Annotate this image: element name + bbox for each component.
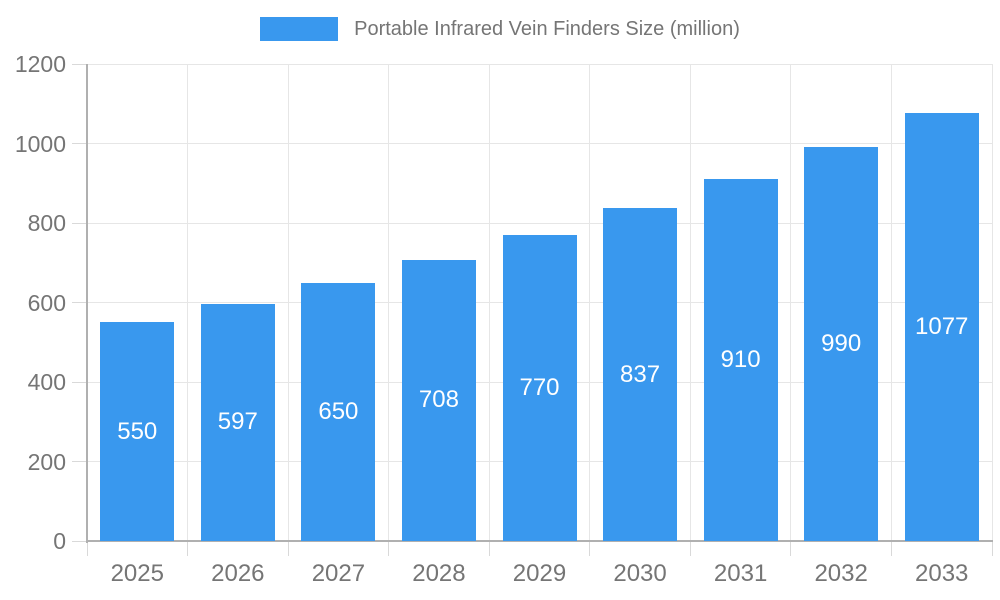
bar[interactable]: 550 — [100, 322, 175, 541]
x-axis-line — [86, 540, 993, 542]
y-axis-label: 600 — [27, 289, 66, 316]
x-gridline — [488, 64, 490, 541]
bar-value-label: 910 — [720, 346, 761, 374]
x-gridline — [790, 64, 792, 541]
x-axis-tick — [388, 542, 390, 556]
x-gridline — [890, 64, 892, 541]
bar-value-label: 990 — [821, 330, 862, 358]
x-axis-tick — [287, 542, 289, 556]
bar[interactable]: 597 — [200, 303, 275, 541]
x-axis-tick — [589, 542, 591, 556]
y-axis-label: 1200 — [14, 51, 66, 77]
y-axis-tick — [72, 540, 87, 542]
x-axis-tick — [86, 542, 88, 556]
x-gridline — [589, 64, 591, 541]
bar[interactable]: 708 — [401, 259, 476, 541]
y-axis-tick — [72, 63, 87, 65]
x-axis-label: 2029 — [512, 560, 567, 587]
legend[interactable]: Portable Infrared Vein Finders Size (mil… — [0, 17, 1000, 41]
bar-value-label: 708 — [418, 386, 459, 414]
x-axis-tick — [488, 542, 490, 556]
x-axis-tick — [790, 542, 792, 556]
y-axis-tick — [72, 302, 87, 303]
x-gridline — [689, 64, 691, 541]
bar[interactable]: 910 — [703, 179, 778, 541]
y-gridline — [87, 63, 992, 65]
x-axis-label: 2030 — [613, 560, 667, 587]
y-axis-label: 400 — [27, 369, 66, 395]
y-axis-tick — [72, 222, 87, 224]
x-axis-label: 2028 — [412, 560, 466, 587]
bar-value-label: 550 — [117, 417, 158, 445]
x-axis-label: 2027 — [311, 560, 366, 587]
y-axis-tick — [72, 143, 87, 144]
x-axis-label: 2031 — [713, 560, 768, 587]
y-gridline — [87, 222, 992, 224]
bar[interactable]: 837 — [603, 208, 678, 541]
legend-swatch — [260, 17, 339, 41]
y-axis-line — [86, 64, 88, 543]
x-gridline — [287, 64, 289, 541]
x-gridline — [991, 64, 993, 541]
y-axis-tick — [72, 381, 87, 383]
legend-label: Portable Infrared Vein Finders Size (mil… — [354, 18, 740, 40]
x-axis-tick — [187, 542, 189, 556]
x-axis-tick — [689, 542, 691, 556]
y-axis-label: 200 — [27, 448, 66, 475]
bar[interactable]: 990 — [804, 147, 879, 541]
x-axis-tick — [890, 542, 892, 556]
y-axis-label: 800 — [27, 210, 66, 236]
x-axis-label: 2032 — [814, 560, 868, 587]
bar[interactable]: 1077 — [904, 112, 979, 541]
y-axis-tick — [72, 461, 87, 462]
bar[interactable]: 650 — [301, 282, 376, 541]
bar-value-label: 770 — [519, 373, 560, 401]
y-axis-label: 1000 — [14, 130, 66, 157]
y-axis-label: 0 — [53, 528, 66, 554]
bar-value-label: 650 — [318, 397, 359, 425]
x-axis-label: 2033 — [915, 560, 969, 587]
bar-value-label: 1077 — [915, 312, 969, 340]
y-gridline — [87, 143, 992, 144]
bar-value-label: 837 — [620, 360, 661, 388]
x-gridline — [187, 64, 189, 541]
bar[interactable]: 770 — [502, 234, 577, 541]
bar-value-label: 597 — [217, 408, 258, 436]
x-axis-label: 2025 — [110, 560, 164, 587]
x-axis-tick — [991, 542, 993, 556]
x-gridline — [388, 64, 390, 541]
x-axis-label: 2026 — [211, 560, 265, 587]
